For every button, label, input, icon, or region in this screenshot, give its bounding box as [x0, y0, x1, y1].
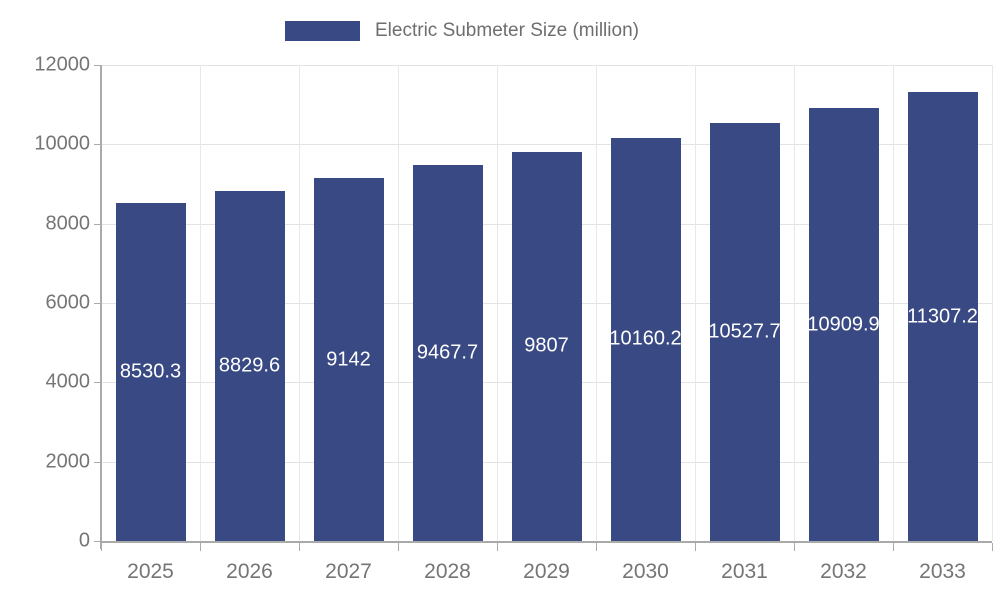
x-splitline	[992, 65, 993, 541]
legend-swatch	[285, 21, 360, 41]
bar[interactable]	[115, 202, 186, 541]
x-tick-mark	[299, 543, 300, 551]
x-splitline	[794, 65, 795, 541]
y-tick-label: 10000	[34, 132, 90, 155]
x-tick-label: 2033	[919, 560, 966, 583]
x-tick-label: 2032	[820, 560, 867, 583]
y-gridline	[101, 144, 992, 146]
y-tick-label: 4000	[45, 370, 91, 393]
y-tick-label: 12000	[34, 53, 90, 76]
x-tick-label: 2028	[424, 560, 471, 583]
legend-label: Electric Submeter Size (million)	[375, 20, 639, 41]
x-splitline	[497, 65, 498, 541]
x-tick-mark	[101, 543, 102, 551]
x-splitline	[695, 65, 696, 541]
x-tick-label: 2030	[622, 560, 669, 583]
x-tick-mark	[497, 543, 498, 551]
x-splitline	[398, 65, 399, 541]
y-tick-mark	[94, 382, 100, 384]
y-tick-mark	[94, 65, 100, 66]
x-tick-mark	[794, 543, 795, 551]
x-tick-mark	[596, 543, 597, 551]
y-tick-mark	[94, 144, 100, 146]
y-tick-mark	[94, 541, 100, 542]
x-tick-mark	[992, 543, 993, 551]
bar[interactable]	[808, 108, 879, 541]
x-tick-label: 2031	[721, 560, 768, 583]
x-tick-label: 2027	[325, 560, 372, 583]
x-splitline	[200, 65, 201, 541]
x-tick-label: 2029	[523, 560, 570, 583]
y-tick-mark	[94, 223, 100, 225]
x-tick-mark	[893, 543, 894, 551]
bar[interactable]	[412, 165, 483, 541]
x-tick-mark	[200, 543, 201, 551]
y-tick-label: 0	[78, 529, 90, 552]
x-tick-label: 2026	[226, 560, 273, 583]
y-tick-label: 8000	[45, 212, 91, 235]
bar[interactable]	[214, 190, 285, 541]
y-gridline	[101, 65, 992, 66]
x-tick-mark	[398, 543, 399, 551]
bar[interactable]	[610, 137, 681, 541]
y-tick-mark	[94, 461, 100, 463]
legend-item[interactable]: Electric Submeter Size (million)	[285, 20, 639, 42]
bar[interactable]	[907, 92, 978, 541]
bar[interactable]	[511, 151, 582, 541]
x-splitline	[893, 65, 894, 541]
x-tick-label: 2025	[127, 560, 174, 583]
y-axis-line	[100, 65, 102, 549]
x-splitline	[596, 65, 597, 541]
y-tick-label: 2000	[45, 450, 91, 473]
bar[interactable]	[709, 123, 780, 541]
x-splitline	[299, 65, 300, 541]
y-tick-label: 6000	[45, 291, 91, 314]
x-tick-mark	[695, 543, 696, 551]
bar[interactable]	[313, 178, 384, 541]
x-axis-line	[100, 541, 992, 543]
y-tick-mark	[94, 303, 100, 304]
